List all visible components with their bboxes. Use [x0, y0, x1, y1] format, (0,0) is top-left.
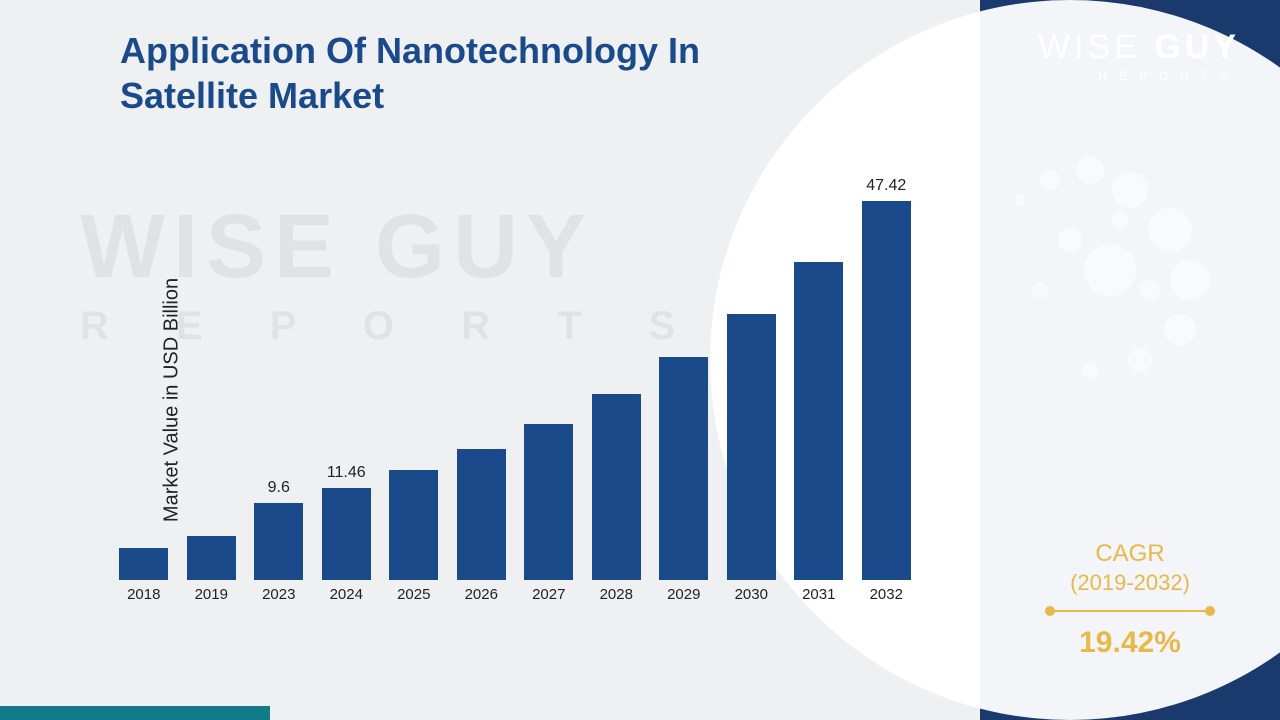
- bar: [389, 470, 438, 580]
- bar: [322, 488, 371, 580]
- x-tick: 2030: [718, 580, 786, 620]
- x-tick: 2023: [245, 580, 313, 620]
- x-tick: 2027: [515, 580, 583, 620]
- logo-line1: WISE GUY: [1038, 28, 1240, 67]
- bar: [862, 201, 911, 580]
- x-tick: 2031: [785, 580, 853, 620]
- bar-slot: [650, 180, 718, 580]
- x-axis: 2018201920232024202520262027202820292030…: [110, 580, 920, 620]
- x-tick: 2019: [178, 580, 246, 620]
- bar-slot: [718, 180, 786, 580]
- bar: [254, 503, 303, 580]
- bar-value-label: 11.46: [327, 464, 366, 482]
- cagr-label: CAGR: [1020, 540, 1240, 568]
- bars-container: 9.6 11.46 47.42: [110, 180, 920, 580]
- bar-slot: [515, 180, 583, 580]
- x-tick: 2026: [448, 580, 516, 620]
- chart-area: Market Value in USD Billion 9.611.4647.4…: [70, 180, 920, 620]
- logo-word-guy: GUY: [1154, 28, 1240, 66]
- bar-slot: [178, 180, 246, 580]
- x-tick: 2028: [583, 580, 651, 620]
- chart-title: Application Of Nanotechnology In Satelli…: [120, 28, 770, 118]
- bar-slot: [583, 180, 651, 580]
- bar-slot: 9.6: [245, 180, 313, 580]
- bar: [524, 424, 573, 580]
- bar-slot: 47.42: [853, 180, 921, 580]
- bar-slot: [380, 180, 448, 580]
- cagr-block: CAGR (2019-2032) 19.42%: [1020, 540, 1240, 660]
- bar-value-label: 47.42: [866, 177, 906, 195]
- bar: [659, 357, 708, 580]
- bar-slot: [110, 180, 178, 580]
- footer-accent-bar: [0, 706, 270, 720]
- logo-word-wise: WISE: [1038, 28, 1141, 66]
- x-tick: 2029: [650, 580, 718, 620]
- bar: [457, 449, 506, 580]
- cagr-period: (2019-2032): [1020, 570, 1240, 596]
- plot-region: 9.6 11.46 47.42: [110, 180, 920, 580]
- brand-logo: WISE GUY REPORTS: [1038, 28, 1240, 83]
- cagr-divider-icon: [1050, 610, 1210, 612]
- bar: [794, 262, 843, 580]
- bar: [187, 536, 236, 580]
- x-tick: 2032: [853, 580, 921, 620]
- cagr-value: 19.42%: [1020, 626, 1240, 660]
- bar-value-label: 9.6: [268, 479, 290, 497]
- logo-line2: REPORTS: [1038, 69, 1240, 83]
- x-tick: 2025: [380, 580, 448, 620]
- bar: [727, 314, 776, 580]
- x-tick: 2018: [110, 580, 178, 620]
- page-root: WISE GUY R E P O R T S Application Of Na…: [0, 0, 1280, 720]
- bar: [592, 394, 641, 580]
- bar-slot: 11.46: [313, 180, 381, 580]
- bar: [119, 548, 168, 580]
- bar-slot: [785, 180, 853, 580]
- decorative-dots-icon: [980, 140, 1240, 400]
- x-tick: 2024: [313, 580, 381, 620]
- bar-slot: [448, 180, 516, 580]
